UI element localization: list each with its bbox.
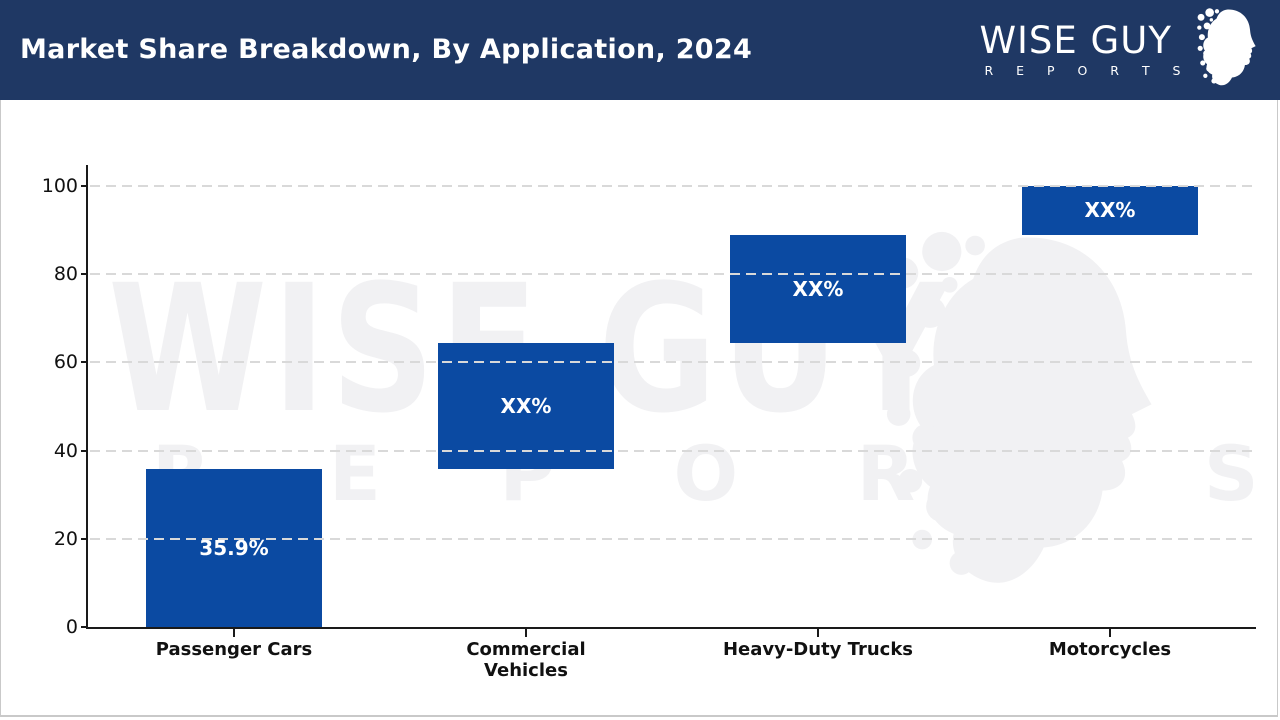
bar-value-label: XX% xyxy=(500,393,552,418)
y-gridline xyxy=(90,185,1256,187)
y-tick-label: 80 xyxy=(53,263,78,286)
y-tick-mark xyxy=(81,273,88,276)
x-tick-mark xyxy=(1109,629,1111,637)
y-tick-label: 100 xyxy=(41,175,78,197)
page-title: Market Share Breakdown, By Application, … xyxy=(20,34,753,66)
y-tick-label: 40 xyxy=(53,439,78,462)
header-bar: Market Share Breakdown, By Application, … xyxy=(0,0,1280,100)
logo-head-icon xyxy=(1192,7,1266,93)
logo-subtext: R E P O R T S xyxy=(984,63,1190,78)
bar-motorcycles: XX% xyxy=(1022,186,1198,235)
y-tick-mark xyxy=(81,449,88,452)
y-tick-mark xyxy=(81,626,88,628)
x-tick-mark xyxy=(233,629,235,637)
y-gridline xyxy=(90,273,1256,276)
y-gridline xyxy=(90,537,1256,540)
x-tick-mark xyxy=(817,629,819,637)
bar-heavy-duty-trucks: XX% xyxy=(730,234,906,343)
x-tick-label: Motorcycles xyxy=(1048,639,1172,660)
logo-text: WISE GUY R E P O R T S xyxy=(979,22,1190,78)
y-tick-mark xyxy=(81,185,88,187)
wiseguy-logo: WISE GUY R E P O R T S xyxy=(979,7,1266,93)
y-tick-mark xyxy=(81,361,88,364)
y-gridline xyxy=(90,361,1256,364)
x-tick-label: Commercial Vehicles xyxy=(466,639,586,681)
watermark-head-icon xyxy=(882,226,1178,618)
x-tick-label: Heavy-Duty Trucks xyxy=(722,639,914,660)
y-tick-label: 20 xyxy=(53,527,78,550)
x-tick-label: Passenger Cars xyxy=(155,639,313,660)
y-axis-line xyxy=(86,165,88,629)
bar-value-label: XX% xyxy=(1084,198,1136,223)
bar-value-label: 35.9% xyxy=(199,535,269,560)
bar-value-label: XX% xyxy=(792,276,844,301)
y-gridline xyxy=(90,449,1256,452)
x-axis-line xyxy=(86,627,1256,629)
y-tick-label: 60 xyxy=(53,351,78,374)
x-tick-mark xyxy=(525,629,527,637)
logo-wordmark: WISE GUY xyxy=(979,19,1172,62)
bar-commercial-vehicles: XX% xyxy=(438,342,614,469)
y-tick-mark xyxy=(81,537,88,540)
y-tick-label: 0 xyxy=(65,616,78,638)
bar-passenger-cars: 35.9% xyxy=(146,468,322,627)
